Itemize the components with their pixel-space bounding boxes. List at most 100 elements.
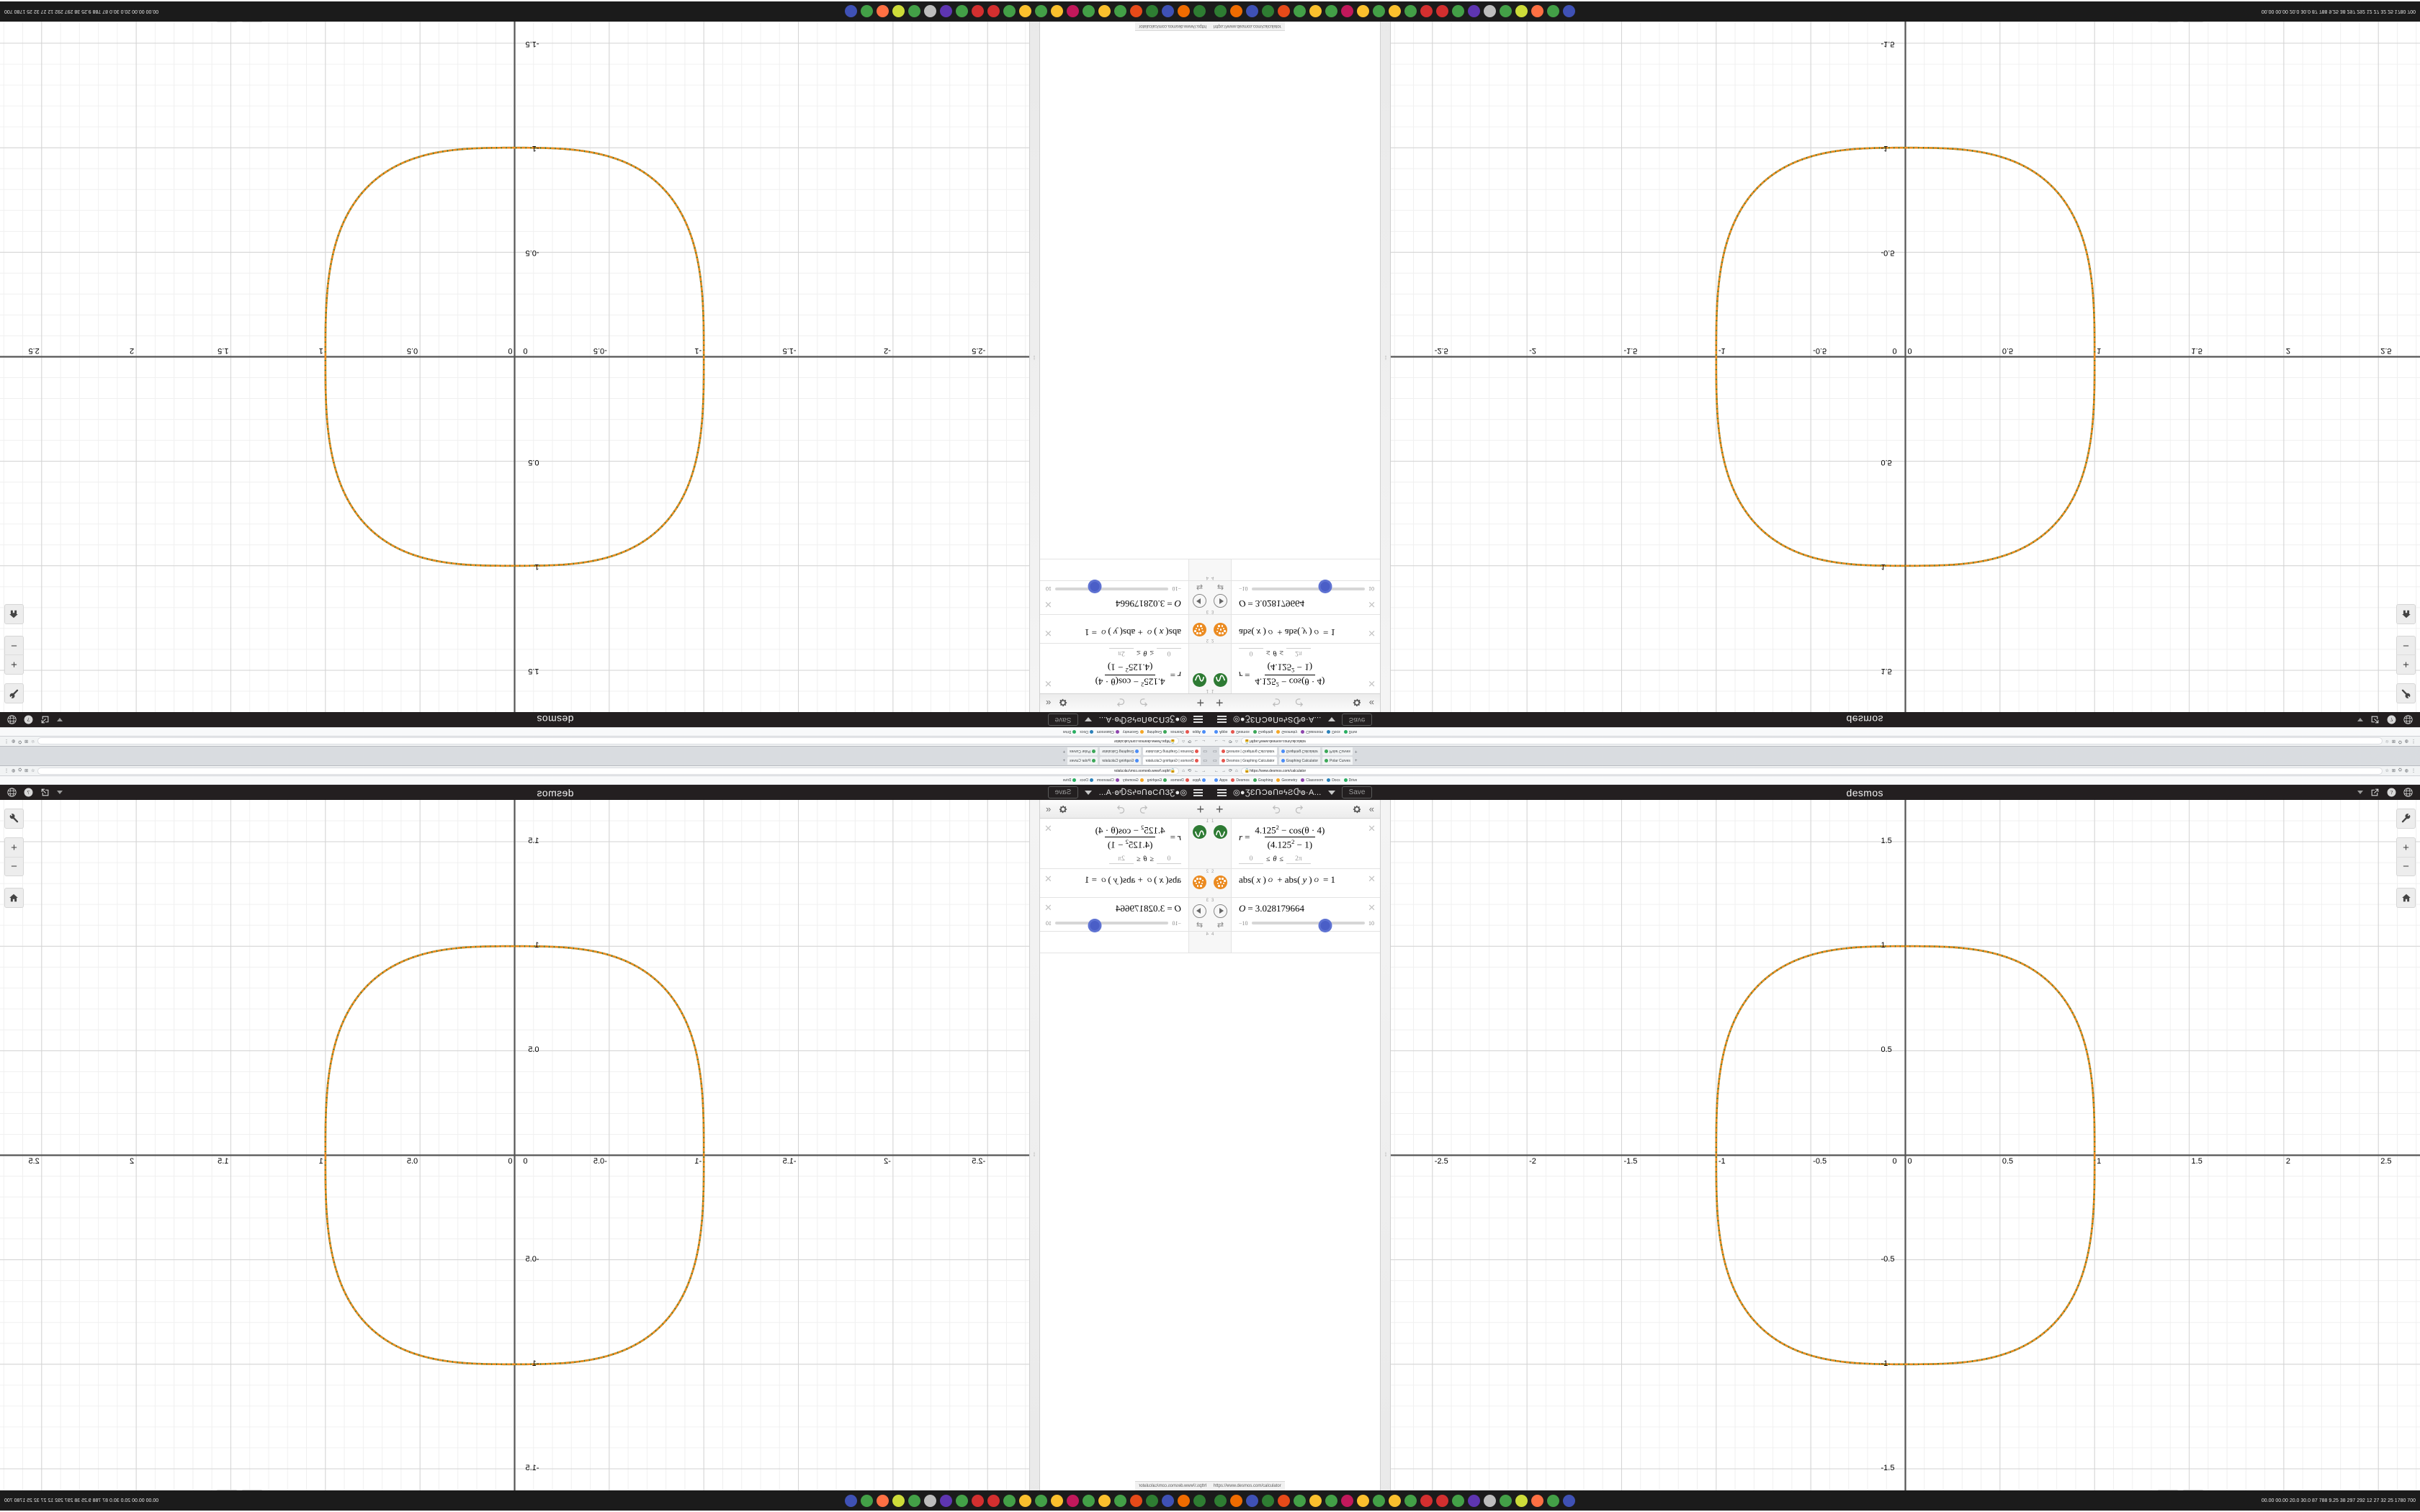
taskbar-app-icon[interactable] — [1484, 1494, 1496, 1507]
zoom-controls[interactable]: + − — [2396, 636, 2416, 675]
home-icon[interactable] — [2396, 888, 2416, 907]
taskbar-app-icon[interactable] — [1563, 1494, 1575, 1507]
expression-content[interactable]: abs(x)O + abs(y)O = 1 abs(x)O + abs(y)O … — [1232, 869, 1380, 897]
slider-min-label[interactable]: −10 — [1172, 585, 1181, 593]
taskbar-app-icon[interactable] — [1230, 1494, 1242, 1507]
taskbar-app-icon[interactable] — [1114, 1494, 1126, 1507]
new-tab-button[interactable]: + — [1354, 758, 1358, 763]
slider-max-label[interactable]: 10 — [1368, 919, 1374, 927]
close-icon[interactable]: ✕ — [1044, 599, 1052, 611]
taskbar-app-icon[interactable] — [1420, 5, 1433, 18]
kebab-menu-icon[interactable]: ⋮ — [2411, 769, 2416, 773]
expression-content[interactable] — [1040, 932, 1188, 953]
zoom-out-button[interactable]: − — [2396, 857, 2416, 876]
zoom-controls[interactable]: + − — [4, 837, 24, 876]
slider-min-label[interactable]: −10 — [1172, 919, 1181, 927]
panel-drag-handle[interactable]: ⁞⁞ — [1381, 800, 1391, 1511]
graph-title[interactable]: ◎●ƷƐՌƆꙩՈ¤ϟƧႧꙩ·A... — [1098, 788, 1187, 797]
redo-icon[interactable] — [1116, 698, 1126, 708]
taskbar-app-icon[interactable] — [1515, 1494, 1528, 1507]
puzzle-icon[interactable]: ⛭ — [2398, 768, 2402, 773]
expression-content[interactable]: r = 4.1252 − cos(θ · 4) (4.1252 − 1) 0 ≤ — [1040, 644, 1188, 693]
expression-content[interactable]: r = 4.1252 − cos(θ · 4) (4.1252 − 1) 0 ≤ — [1232, 644, 1380, 693]
graph-title[interactable]: ◎●ƷƐՌƆꙩՈ¤ϟƧႧꙩ·A... — [1098, 715, 1187, 724]
bookmark-item[interactable]: Drive — [1343, 730, 1357, 734]
dotted-curve-icon[interactable] — [1214, 875, 1227, 889]
slider-thumb[interactable] — [1318, 580, 1332, 594]
gear-icon[interactable] — [1058, 804, 1068, 814]
graph-tools-button[interactable] — [4, 809, 24, 829]
add-expression-button[interactable]: + — [1216, 801, 1224, 816]
graph-title[interactable]: ◎●ƷƐՌƆꙩՈ¤ϟƧႧꙩ·A... — [1233, 788, 1322, 797]
globe-icon[interactable] — [2403, 788, 2413, 798]
browser-tab[interactable]: Graphing Calculator — [1278, 757, 1321, 765]
taskbar-app-icon[interactable] — [1404, 5, 1417, 18]
arrow-right-icon[interactable]: → — [1194, 739, 1198, 744]
taskbar-app-icon[interactable] — [1436, 5, 1448, 18]
undo-icon[interactable] — [1271, 804, 1282, 814]
taskbar-app-icon[interactable] — [1452, 5, 1464, 18]
expression-row-3[interactable]: 3 ⇄ O = 3.028179664 −10 — [1210, 580, 1380, 615]
slider-track[interactable] — [1251, 580, 1365, 594]
chevron-double-left-icon[interactable]: « — [1046, 804, 1052, 814]
help-circle-icon[interactable]: ? — [2386, 788, 2396, 798]
play-icon[interactable] — [1193, 904, 1206, 918]
home-icon[interactable]: ⌂ — [1235, 768, 1238, 773]
share-icon[interactable] — [2370, 715, 2380, 725]
home-icon[interactable] — [4, 605, 24, 624]
home-icon[interactable] — [4, 888, 24, 907]
taskbar-app-icon[interactable] — [845, 1494, 857, 1507]
kebab-menu-icon[interactable]: ⋮ — [4, 739, 9, 743]
globe-icon[interactable] — [7, 788, 17, 798]
taskbar-app-icon[interactable] — [1262, 1494, 1274, 1507]
taskbar-app-icon[interactable] — [1019, 5, 1031, 18]
zoom-controls[interactable]: + − — [4, 636, 24, 675]
expression-row-1[interactable]: 1 r = 4.1252 − cos(θ · 4) ( — [1210, 643, 1380, 693]
translate-icon[interactable]: ⊞ — [24, 739, 29, 743]
browser-tab[interactable]: Graphing Calculator — [1099, 747, 1142, 755]
domain-row[interactable]: 0 ≤ θ ≤ 2π — [1239, 855, 1374, 864]
taskbar-app-icon[interactable] — [1003, 5, 1016, 18]
taskbar-app-icon[interactable] — [987, 1494, 1000, 1507]
expression-content[interactable]: abs(x)O + abs(y)O = 1 abs(x)O + abs(y)O … — [1040, 869, 1188, 897]
taskbar-app-icon[interactable] — [1468, 1494, 1480, 1507]
close-icon[interactable]: ✕ — [1044, 901, 1052, 913]
taskbar-app-icon[interactable] — [972, 5, 984, 18]
taskbar-app-icon[interactable] — [1500, 1494, 1512, 1507]
swap-arrows-icon[interactable]: ⇄ — [1196, 920, 1204, 930]
chevron-down-icon[interactable] — [1085, 717, 1093, 722]
browser-tab[interactable]: Desmos | Graphing Calculator — [1219, 757, 1277, 765]
graph-title[interactable]: ◎●ƷƐՌƆꙩՈ¤ϟƧႧꙩ·A... — [1233, 715, 1322, 724]
add-expression-button[interactable]: + — [1196, 801, 1204, 816]
star-icon[interactable]: ☆ — [2385, 739, 2389, 743]
taskbar-app-icon[interactable] — [1162, 5, 1174, 18]
share-icon[interactable] — [2370, 788, 2380, 798]
reload-icon[interactable]: ⟳ — [1187, 739, 1191, 743]
taskbar-app-icon[interactable] — [1178, 5, 1190, 18]
taskbar-app-icon[interactable] — [908, 1494, 920, 1507]
new-tab-button[interactable]: + — [1062, 758, 1066, 763]
new-tab-button[interactable]: + — [1354, 749, 1358, 754]
taskbar-app-icon[interactable] — [1262, 5, 1274, 18]
slider-thumb[interactable] — [1088, 580, 1102, 594]
taskbar-app-icon[interactable] — [1436, 1494, 1448, 1507]
taskbar-app-icon[interactable] — [1146, 5, 1158, 18]
puzzle-icon[interactable]: ⛭ — [2398, 739, 2402, 744]
browser-tab[interactable]: Desmos | Graphing Calculator — [1219, 747, 1277, 755]
taskbar-app-icon[interactable] — [1294, 5, 1306, 18]
gear-icon[interactable] — [1058, 698, 1068, 708]
globe-icon[interactable] — [7, 715, 17, 725]
polar-curve-icon[interactable] — [1214, 673, 1227, 687]
bookmark-item[interactable]: Desmos — [1231, 778, 1250, 783]
taskbar-app-icon[interactable] — [1389, 1494, 1401, 1507]
browser-tab[interactable]: Graphing Calculator — [1099, 757, 1142, 765]
taskbar-app-icon[interactable] — [1083, 5, 1095, 18]
polar-curve-icon[interactable] — [1193, 673, 1206, 687]
dotted-curve-icon[interactable] — [1193, 623, 1206, 637]
bookmark-item[interactable]: Graphing — [1147, 730, 1168, 734]
help-circle-icon[interactable]: ? — [24, 788, 34, 798]
globe-icon[interactable] — [2403, 715, 2413, 725]
slider[interactable]: −10 10 — [1239, 918, 1374, 932]
taskbar-app-icon[interactable] — [1067, 1494, 1079, 1507]
slider-thumb[interactable] — [1318, 918, 1332, 932]
